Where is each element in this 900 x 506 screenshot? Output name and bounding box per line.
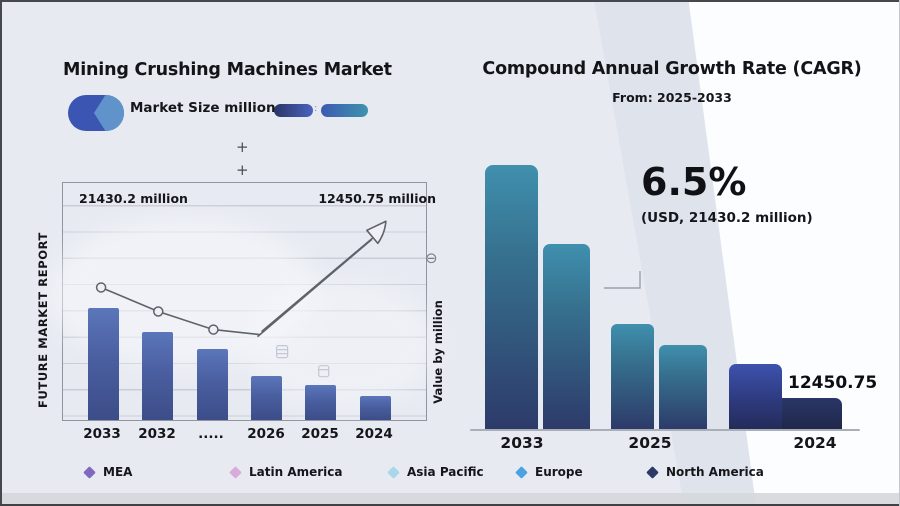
frame-border	[0, 0, 900, 2]
legend-label: MEA	[103, 465, 133, 479]
database-icon	[68, 95, 124, 131]
cagr-bar-2033-a	[485, 165, 538, 430]
ratio-pill-right	[321, 104, 368, 117]
cagr-x-label-2024: 2024	[793, 434, 837, 452]
ratio-separator: :	[314, 103, 318, 114]
trend-line-arrow	[95, 220, 387, 378]
legend-label: Europe	[535, 465, 583, 479]
frame-border	[0, 504, 900, 506]
x-label-2025: 2025	[301, 426, 339, 442]
market-size-chart: 21430.2 million 12450.75 million	[48, 182, 436, 421]
frame-border	[0, 0, 2, 506]
x-label-ellipsis: .....	[198, 426, 224, 442]
bar-2032	[142, 332, 173, 420]
right-panel-subtitle: From: 2025-2033	[612, 90, 732, 105]
legend-item-mea: MEA	[83, 464, 133, 480]
minus-circle-icon: ⊖	[425, 249, 438, 267]
legend-diamond-icon	[387, 465, 400, 479]
legend-item-asia-pacific: Asia Pacific	[387, 464, 484, 480]
bar-2026	[251, 376, 282, 420]
cagr-x-label-2033: 2033	[500, 434, 544, 452]
x-axis-labels: 2033 2032 ..... 2026 2025 2024	[62, 426, 427, 444]
cagr-bar-2025-b	[659, 345, 707, 430]
cagr-bar-2025-a	[611, 324, 654, 430]
legend-item-north-america: North America	[646, 464, 764, 480]
legend-diamond-icon	[229, 465, 242, 479]
cagr-bar-2024-b	[782, 398, 842, 430]
cagr-bar-2033-b	[543, 244, 590, 430]
right-panel-title: Compound Annual Growth Rate (CAGR)	[482, 59, 862, 79]
bar-ellipsis	[197, 349, 228, 420]
database-icon-cap	[94, 95, 124, 131]
legend-diamond-icon	[515, 465, 528, 479]
legend-diamond-icon	[646, 465, 659, 479]
legend-label: Latin America	[249, 465, 343, 479]
x-label-2024: 2024	[355, 426, 393, 442]
cagr-axis-line	[470, 429, 860, 431]
x-label-2032: 2032	[138, 426, 176, 442]
cagr-value: 6.5%	[641, 160, 747, 204]
watermark-vertical: FUTURE MARKET REPORT	[36, 231, 50, 409]
legend-item-latin-america: Latin America	[229, 464, 343, 480]
bar-2025	[305, 385, 336, 420]
market-size-label: Market Size million	[130, 100, 276, 116]
left-panel-title: Mining Crushing Machines Market	[63, 60, 392, 80]
x-label-2026: 2026	[247, 426, 285, 442]
cagr-detail: (USD, 21430.2 million)	[641, 210, 813, 226]
x-label-2033: 2033	[83, 426, 121, 442]
chart-start-value: 21430.2 million	[79, 191, 188, 206]
legend-label: North America	[666, 465, 764, 479]
cagr-x-label-2025: 2025	[628, 434, 672, 452]
legend-diamond-icon	[83, 465, 96, 479]
cagr-bar-2024-a	[729, 364, 782, 430]
bar-2024	[360, 396, 391, 420]
chart-end-value: 12450.75 million	[318, 191, 436, 206]
bottom-strip	[0, 493, 900, 504]
bar-2033	[88, 308, 119, 420]
legend-label: Asia Pacific	[407, 465, 484, 479]
cagr-end-value: 12450.75	[788, 373, 878, 393]
y-axis-label: Value by million	[431, 300, 445, 404]
step-line-decoration	[604, 271, 641, 289]
plus-icon: +	[236, 161, 249, 179]
plus-icon: +	[236, 138, 249, 156]
legend-item-europe: Europe	[515, 464, 583, 480]
ratio-pill-left	[274, 104, 313, 117]
